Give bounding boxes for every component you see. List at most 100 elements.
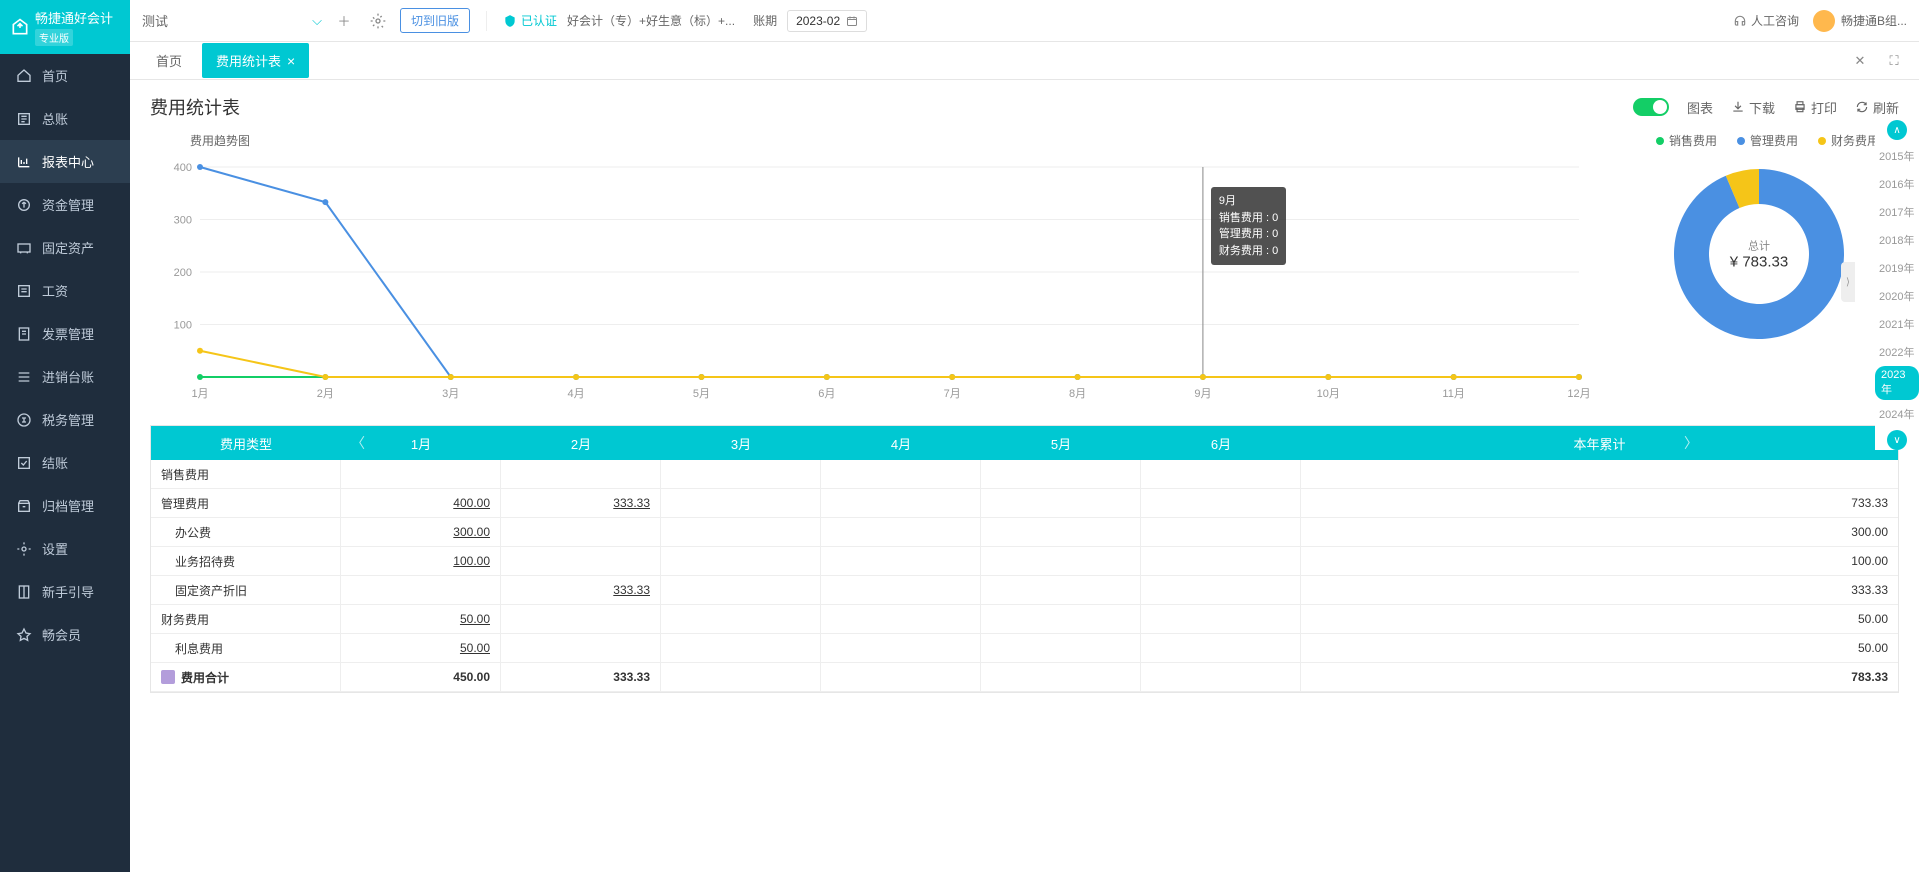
cell: 333.33 (501, 663, 661, 691)
nav-item-settings[interactable]: 设置 (0, 527, 130, 570)
download-button[interactable]: 下载 (1731, 98, 1775, 117)
svg-text:5月: 5月 (693, 388, 710, 400)
ledger-icon (16, 111, 32, 127)
expand-handle[interactable]: ⟩ (1841, 262, 1855, 302)
company-selector[interactable]: 测试 ⌵ (142, 11, 322, 30)
nav-item-salary[interactable]: 工资 (0, 269, 130, 312)
total-label: 费用合计 (151, 663, 341, 691)
asset-icon (16, 240, 32, 256)
nav-item-asset[interactable]: 固定资产 (0, 226, 130, 269)
old-version-button[interactable]: 切到旧版 (400, 8, 470, 33)
cell (821, 663, 981, 691)
year-item[interactable]: 2016年 (1875, 170, 1919, 198)
legend-item[interactable]: 销售费用 (1656, 132, 1717, 149)
download-icon (1731, 100, 1745, 114)
year-item[interactable]: 2018年 (1875, 226, 1919, 254)
cell[interactable]: 50.00 (341, 605, 501, 633)
year-item[interactable]: 2022年 (1875, 338, 1919, 366)
tab-close-icon[interactable]: × (287, 53, 295, 69)
fund-icon (16, 197, 32, 213)
cell[interactable]: 400.00 (341, 489, 501, 517)
period-selector[interactable]: 2023-02 (787, 10, 867, 32)
cell (661, 460, 821, 488)
row-total: 50.00 (1301, 634, 1898, 662)
add-button[interactable]: ＋ (332, 9, 356, 33)
svg-text:1月: 1月 (191, 388, 208, 400)
username: 畅捷通B组... (1841, 12, 1907, 29)
cell[interactable]: 50.00 (341, 634, 501, 662)
support-link[interactable]: 人工咨询 (1733, 12, 1799, 29)
settings-icon[interactable] (366, 9, 390, 33)
nav-item-psi[interactable]: 进销台账 (0, 355, 130, 398)
year-item[interactable]: 2024年 (1875, 400, 1919, 428)
row-label: 管理费用 (151, 489, 341, 517)
year-item[interactable]: 2021年 (1875, 310, 1919, 338)
cell (661, 634, 821, 662)
cell[interactable]: 333.33 (501, 576, 661, 604)
nav-item-archive[interactable]: 归档管理 (0, 484, 130, 527)
cell (501, 460, 661, 488)
table-row: 业务招待费100.00100.00 (151, 547, 1898, 576)
nav-item-ledger[interactable]: 总账 (0, 97, 130, 140)
year-item[interactable]: 2017年 (1875, 198, 1919, 226)
cell[interactable]: 100.00 (341, 547, 501, 575)
cell[interactable]: 333.33 (501, 489, 661, 517)
year-item[interactable]: 2015年 (1875, 142, 1919, 170)
chart-toggle[interactable] (1633, 98, 1669, 116)
cell[interactable]: 300.00 (341, 518, 501, 546)
cell (1141, 518, 1301, 546)
nav-label: 报表中心 (42, 152, 94, 171)
year-scroll-up[interactable]: ∧ (1887, 120, 1907, 140)
tab[interactable]: 费用统计表× (202, 43, 309, 78)
brand-edition: 专业版 (35, 29, 73, 46)
nav-item-tax[interactable]: 税务管理 (0, 398, 130, 441)
year-scroll-down[interactable]: ∨ (1887, 430, 1907, 450)
prev-months-button[interactable]: 〈 (351, 433, 365, 453)
svg-text:11月: 11月 (1442, 388, 1464, 400)
tab[interactable]: 首页 (142, 43, 196, 78)
svg-text:10月: 10月 (1317, 388, 1340, 400)
cell (501, 605, 661, 633)
nav-item-member[interactable]: 畅会员 (0, 613, 130, 656)
main: 测试 ⌵ ＋ 切到旧版 已认证 好会计（专）+好生意（标）+... 账期 202… (130, 0, 1919, 872)
legend-item[interactable]: 财务费用 (1818, 132, 1879, 149)
nav-item-invoice[interactable]: 发票管理 (0, 312, 130, 355)
next-months-button[interactable]: 〉 (1684, 433, 1698, 453)
table-total-row: 费用合计450.00333.33783.33 (151, 663, 1898, 692)
nav-label: 设置 (42, 539, 68, 558)
table-row: 固定资产折旧333.33333.33 (151, 576, 1898, 605)
close-all-tabs-button[interactable]: ✕ (1847, 48, 1873, 74)
cell (981, 489, 1141, 517)
th-month: 1月 (341, 434, 501, 453)
brand-logo[interactable]: 畅捷通好会计 专业版 (0, 0, 130, 54)
year-item[interactable]: 2023年 (1875, 366, 1919, 400)
cell (661, 576, 821, 604)
nav-item-fund[interactable]: 资金管理 (0, 183, 130, 226)
legend-item[interactable]: 管理费用 (1737, 132, 1798, 149)
table-row: 利息费用50.0050.00 (151, 634, 1898, 663)
chevron-down-icon: ⌵ (312, 13, 322, 29)
row-total: 333.33 (1301, 576, 1898, 604)
refresh-button[interactable]: 刷新 (1855, 98, 1899, 117)
nav-item-close[interactable]: 结账 (0, 441, 130, 484)
close-icon (16, 455, 32, 471)
cell (341, 460, 501, 488)
salary-icon (16, 283, 32, 299)
year-item[interactable]: 2019年 (1875, 254, 1919, 282)
settings-icon (16, 541, 32, 557)
print-button[interactable]: 打印 (1793, 98, 1837, 117)
cell (1141, 605, 1301, 633)
cell (501, 547, 661, 575)
year-item[interactable]: 2020年 (1875, 282, 1919, 310)
nav-item-home[interactable]: 首页 (0, 54, 130, 97)
cell (981, 605, 1141, 633)
fullscreen-button[interactable]: ⛶ (1881, 48, 1907, 74)
user-menu[interactable]: 畅捷通B组... (1813, 10, 1907, 32)
nav-item-report[interactable]: 报表中心 (0, 140, 130, 183)
donut-chart: 销售费用管理费用财务费用 总计 ¥ 783.33 (1619, 132, 1899, 407)
nav-label: 畅会员 (42, 625, 81, 644)
th-total: 本年累计 (1301, 434, 1898, 453)
nav-item-guide[interactable]: 新手引导 (0, 570, 130, 613)
cell (981, 547, 1141, 575)
cell (821, 605, 981, 633)
